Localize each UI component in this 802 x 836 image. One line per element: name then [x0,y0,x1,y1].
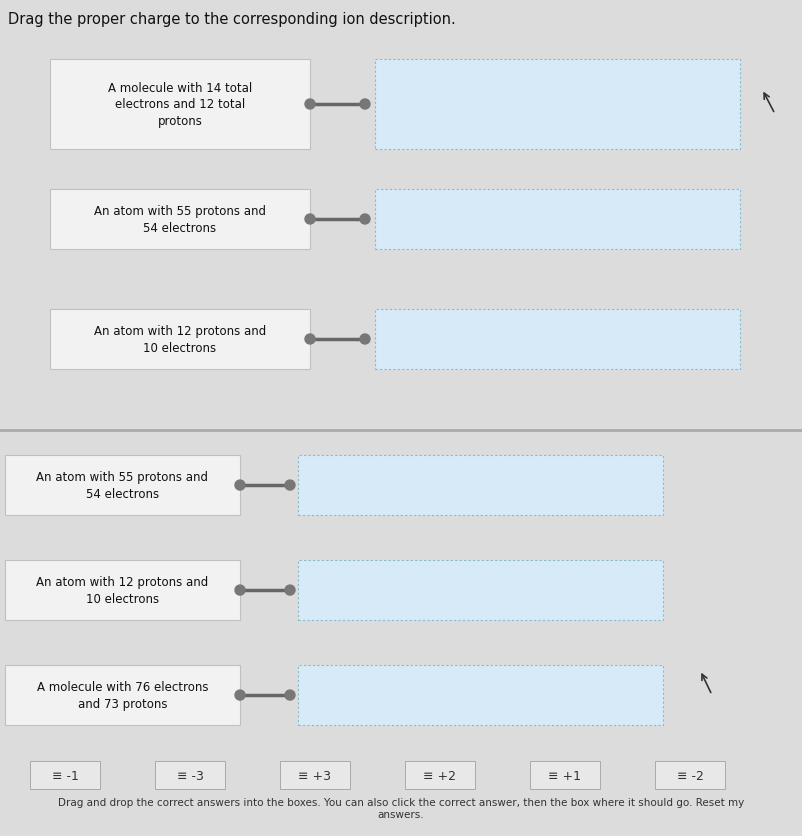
FancyBboxPatch shape [654,761,724,789]
FancyBboxPatch shape [404,761,475,789]
Text: An atom with 12 protons and
10 electrons: An atom with 12 protons and 10 electrons [94,324,265,354]
Text: ≡ -2: ≡ -2 [676,768,703,782]
FancyBboxPatch shape [529,761,599,789]
Circle shape [359,334,370,344]
Circle shape [235,691,245,701]
FancyBboxPatch shape [50,309,310,370]
Circle shape [235,585,245,595]
FancyBboxPatch shape [298,560,662,620]
FancyBboxPatch shape [50,190,310,250]
Circle shape [235,481,245,491]
Circle shape [305,334,314,344]
FancyBboxPatch shape [5,560,240,620]
Text: ≡ -3: ≡ -3 [176,768,203,782]
FancyBboxPatch shape [30,761,100,789]
Circle shape [285,481,294,491]
Text: A molecule with 14 total
electrons and 12 total
protons: A molecule with 14 total electrons and 1… [107,81,252,129]
Circle shape [305,215,314,225]
FancyBboxPatch shape [50,60,310,150]
Text: An atom with 12 protons and
10 electrons: An atom with 12 protons and 10 electrons [36,575,209,605]
FancyBboxPatch shape [375,309,739,370]
FancyBboxPatch shape [298,456,662,516]
FancyBboxPatch shape [155,761,225,789]
Text: ≡ -1: ≡ -1 [51,768,79,782]
Text: An atom with 55 protons and
54 electrons: An atom with 55 protons and 54 electrons [94,205,265,235]
Circle shape [285,691,294,701]
Text: Drag the proper charge to the corresponding ion description.: Drag the proper charge to the correspond… [8,12,456,27]
Text: An atom with 55 protons and
54 electrons: An atom with 55 protons and 54 electrons [36,471,209,501]
Text: ≡ +2: ≡ +2 [423,768,456,782]
FancyBboxPatch shape [5,665,240,725]
Text: Drag and drop the correct answers into the boxes. You can also click the correct: Drag and drop the correct answers into t… [58,798,743,818]
Text: ≡ +1: ≡ +1 [548,768,581,782]
FancyBboxPatch shape [375,190,739,250]
Text: A molecule with 76 electrons
and 73 protons: A molecule with 76 electrons and 73 prot… [37,681,208,711]
Circle shape [359,99,370,110]
FancyBboxPatch shape [5,456,240,516]
FancyBboxPatch shape [298,665,662,725]
FancyBboxPatch shape [375,60,739,150]
Text: ≡ +3: ≡ +3 [298,768,331,782]
Circle shape [285,585,294,595]
FancyBboxPatch shape [280,761,350,789]
Circle shape [359,215,370,225]
Circle shape [305,99,314,110]
